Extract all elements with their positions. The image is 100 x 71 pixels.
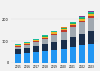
Bar [70, 47, 76, 63]
Bar [15, 49, 21, 54]
Bar [24, 42, 30, 43]
Bar [61, 49, 66, 63]
Bar [24, 43, 30, 44]
Bar [70, 24, 76, 25]
Bar [79, 17, 85, 18]
Bar [33, 52, 39, 63]
Bar [42, 38, 48, 39]
Bar [61, 27, 66, 28]
Bar [79, 22, 85, 34]
Bar [88, 44, 94, 63]
Bar [79, 21, 85, 22]
Bar [88, 13, 94, 14]
Bar [88, 18, 94, 31]
Bar [70, 22, 76, 23]
Bar [70, 23, 76, 24]
Bar [70, 37, 76, 47]
Bar [70, 25, 76, 27]
Bar [24, 44, 30, 45]
Bar [24, 53, 30, 63]
Bar [42, 37, 48, 38]
Bar [79, 16, 85, 17]
Bar [24, 45, 30, 48]
Bar [33, 42, 39, 46]
Bar [33, 46, 39, 52]
Bar [88, 11, 94, 12]
Bar [42, 51, 48, 63]
Bar [61, 40, 66, 49]
Bar [51, 34, 57, 36]
Bar [61, 28, 66, 29]
Bar [33, 40, 39, 41]
Bar [15, 45, 21, 46]
Bar [61, 29, 66, 30]
Bar [42, 35, 48, 36]
Bar [42, 39, 48, 44]
Bar [42, 44, 48, 51]
Bar [79, 19, 85, 21]
Bar [70, 27, 76, 37]
Bar [88, 16, 94, 18]
Bar [51, 42, 57, 50]
Bar [42, 36, 48, 37]
Bar [15, 47, 21, 49]
Bar [61, 30, 66, 32]
Bar [51, 50, 57, 63]
Bar [79, 46, 85, 63]
Bar [79, 18, 85, 19]
Bar [51, 36, 57, 42]
Bar [15, 54, 21, 63]
Bar [24, 48, 30, 53]
Bar [88, 12, 94, 13]
Bar [61, 32, 66, 40]
Bar [15, 46, 21, 47]
Bar [88, 14, 94, 16]
Bar [79, 34, 85, 46]
Bar [51, 31, 57, 32]
Bar [15, 44, 21, 45]
Bar [88, 31, 94, 44]
Bar [51, 32, 57, 34]
Bar [33, 39, 39, 40]
Bar [33, 41, 39, 42]
